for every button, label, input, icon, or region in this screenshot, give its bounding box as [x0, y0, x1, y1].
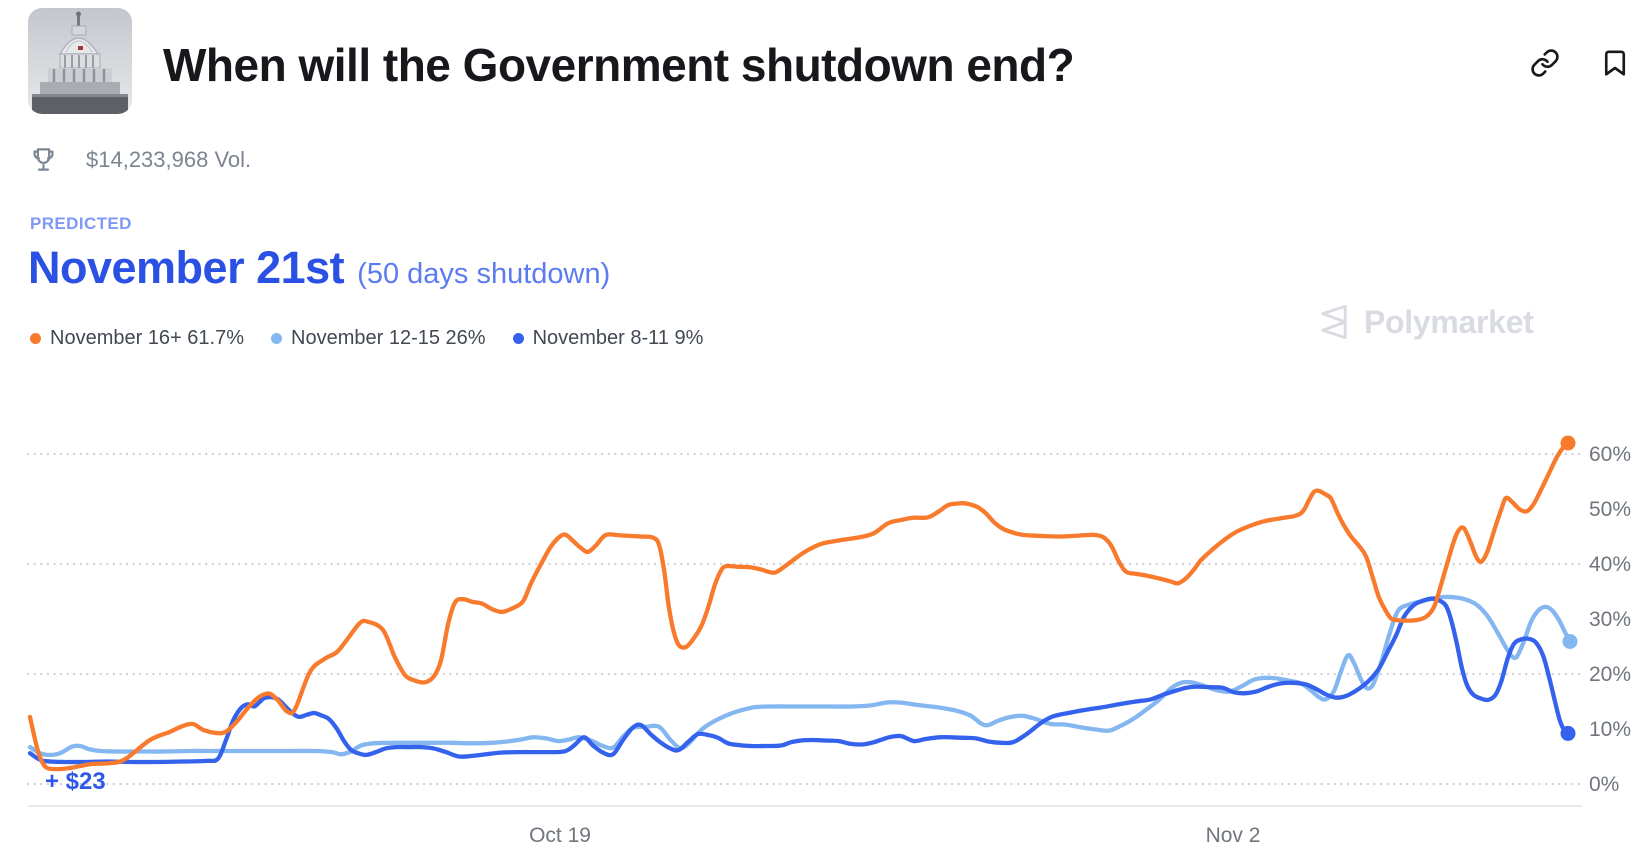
- y-axis-label: 10%: [1589, 718, 1631, 741]
- copy-link-icon[interactable]: [1530, 48, 1560, 78]
- legend-dot: [271, 333, 283, 344]
- series-endpoint-dot: [1560, 725, 1576, 741]
- y-axis-label: 60%: [1589, 443, 1631, 466]
- watermark-text: Polymarket: [1364, 303, 1534, 340]
- predicted-value: November 21st: [28, 242, 345, 293]
- chart-legend: November 16+ 61.7% November 12-15 26% Nove…: [30, 327, 703, 350]
- series-line-november-16-[interactable]: [27, 440, 1571, 772]
- y-axis-label: 40%: [1589, 553, 1631, 576]
- y-axis-label: 30%: [1589, 608, 1631, 631]
- polymarket-logo-icon: [1321, 304, 1347, 340]
- page-title: When will the Government shutdown end?: [163, 39, 1075, 91]
- volume-text: $14,233,968 Vol.: [86, 146, 252, 172]
- legend-item-november-8-11[interactable]: November 8-11 9%: [512, 327, 704, 350]
- legend-item-november-12-15[interactable]: November 12-15 26%: [271, 327, 486, 350]
- series-line-november-8-11[interactable]: [27, 596, 1571, 765]
- legend-label: November 12-15 26%: [291, 327, 486, 349]
- predicted-label: PREDICTED: [30, 214, 132, 233]
- legend-dot: [30, 333, 41, 344]
- y-axis-label: 50%: [1589, 498, 1631, 521]
- position-change-label: + $23: [45, 768, 106, 795]
- y-axis-label: 20%: [1589, 663, 1631, 686]
- x-axis-label: Nov 2: [1206, 824, 1261, 847]
- capitol-image: [28, 8, 132, 114]
- bookmark-icon[interactable]: [1600, 48, 1630, 78]
- polymarket-watermark: Polymarket: [1314, 303, 1534, 341]
- legend-label: November 8-11 9%: [532, 327, 704, 349]
- series-endpoint-dot: [1562, 634, 1578, 649]
- legend-dot: [512, 333, 524, 344]
- predicted-note: (50 days shutdown): [357, 258, 611, 290]
- trophy-icon: [33, 148, 54, 171]
- series-line-november-12-15[interactable]: [27, 594, 1573, 758]
- legend-item-november-16-[interactable]: November 16+ 61.7%: [30, 327, 244, 350]
- volume-row: $14,233,968 Vol.: [30, 146, 251, 173]
- series-endpoint-dot: [1560, 435, 1576, 451]
- y-axis-label: 0%: [1589, 773, 1619, 796]
- market-thumbnail: [28, 8, 132, 114]
- x-axis-label: Oct 19: [529, 824, 591, 847]
- legend-label: November 16+ 61.7%: [50, 327, 245, 349]
